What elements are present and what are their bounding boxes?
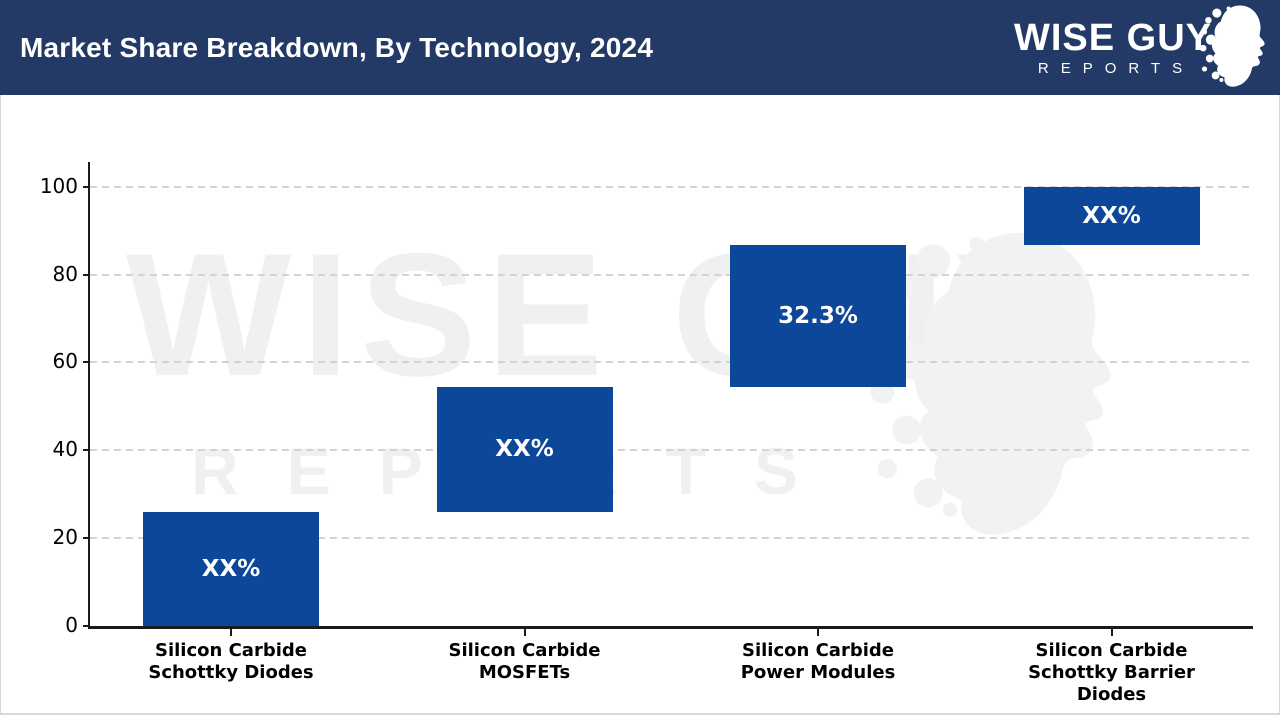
- gridline: [90, 185, 1253, 188]
- category-label: Silicon Carbide MOSFETs: [448, 640, 601, 683]
- wise-guy-logo: WISE GUY REPORTS: [1014, 2, 1280, 93]
- logo-text: WISE GUY REPORTS: [1014, 19, 1212, 76]
- logo-wordmark: WISE GUY: [1013, 17, 1212, 59]
- category-label: Silicon Carbide Schottky Barrier Diodes: [1028, 640, 1195, 705]
- gridline: [90, 537, 1253, 540]
- y-axis: [88, 162, 90, 629]
- waterfall-chart: 0 20 40 60 80 100 XX% XX% 32.3% XX% Silicon Carbid…: [1, 95, 1279, 713]
- watermark-wordmark: WISE GUY: [126, 218, 1082, 413]
- y-axis-tick: [83, 273, 90, 276]
- y-axis-tick-label: 80: [52, 261, 78, 286]
- y-axis-tick-label: 100: [39, 173, 78, 198]
- y-axis-tick: [83, 449, 90, 452]
- category-label: Silicon Carbide Schottky Diodes: [148, 640, 314, 683]
- x-axis-tick: [817, 629, 819, 636]
- waterfall-bar: XX%: [1023, 186, 1200, 246]
- gridline: [90, 449, 1253, 452]
- x-axis-tick: [230, 629, 232, 636]
- page-title: Market Share Breakdown, By Technology, 2…: [20, 31, 654, 63]
- y-axis-tick: [83, 361, 90, 364]
- bar-value-label: XX%: [1082, 202, 1141, 229]
- y-axis-tick: [83, 537, 90, 540]
- chart-card: WISE GUY REPORTS 020406080100XX%XX%32.3%…: [0, 95, 1280, 715]
- waterfall-bar: XX%: [143, 511, 319, 626]
- y-axis-tick: [83, 185, 90, 188]
- x-axis-tick: [523, 629, 526, 636]
- y-axis-tick-label: 60: [52, 349, 78, 374]
- category-label: Silicon Carbide Power Modules: [740, 640, 896, 683]
- y-axis-tick-label: 40: [52, 437, 78, 462]
- y-axis-tick: [83, 625, 90, 627]
- waterfall-bar: 32.3%: [730, 245, 906, 388]
- header-bar: Market Share Breakdown, By Technology, 2…: [0, 0, 1280, 95]
- gridline: [90, 273, 1253, 276]
- bar-value-label: XX%: [201, 555, 261, 582]
- wise-guy-face-icon: [1199, 5, 1265, 87]
- y-axis-tick-label: 0: [65, 613, 78, 637]
- bar-value-label: 32.3%: [778, 303, 858, 330]
- gridline: [90, 361, 1253, 364]
- logo-subtitle: REPORTS: [1037, 60, 1195, 77]
- x-axis: [88, 626, 1253, 629]
- y-axis-tick-label: 20: [52, 525, 78, 550]
- bar-value-label: XX%: [495, 436, 554, 463]
- x-axis-tick: [1110, 629, 1113, 636]
- waterfall-bar: XX%: [436, 387, 613, 512]
